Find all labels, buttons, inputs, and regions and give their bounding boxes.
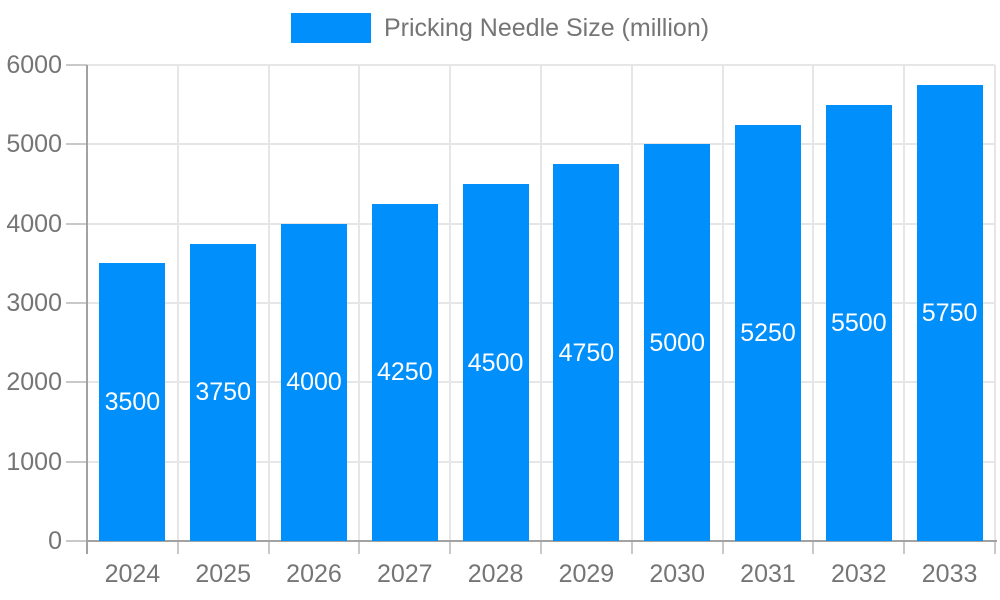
x-tick-label: 2027 xyxy=(376,560,433,588)
x-gridline xyxy=(630,65,633,541)
bar[interactable]: 3500 xyxy=(99,263,166,541)
y-axis-tick xyxy=(66,143,87,146)
x-axis-tick xyxy=(903,541,906,554)
x-axis-tick xyxy=(994,541,996,554)
bar-value-label: 3500 xyxy=(104,388,161,417)
x-axis-tick xyxy=(630,541,633,554)
x-tick-label: 2031 xyxy=(740,560,796,588)
y-axis-tick xyxy=(66,64,87,66)
x-tick-label: 2028 xyxy=(467,560,524,588)
bar[interactable]: 5250 xyxy=(735,124,801,541)
bar-value-label: 5000 xyxy=(649,328,705,357)
y-tick-label: 5000 xyxy=(6,130,62,159)
x-axis-tick xyxy=(812,541,815,554)
bar[interactable]: 3750 xyxy=(190,243,257,541)
x-gridline xyxy=(358,65,361,541)
x-tick-label: 2029 xyxy=(558,560,615,588)
bar[interactable]: 4000 xyxy=(281,223,347,541)
legend-swatch xyxy=(290,13,371,43)
x-gridline xyxy=(994,65,996,541)
bar-value-label: 4000 xyxy=(286,368,342,397)
bar-value-label: 5750 xyxy=(921,298,978,327)
x-tick-label: 2033 xyxy=(921,560,978,588)
x-axis-tick xyxy=(358,541,361,554)
y-axis-tick xyxy=(66,302,87,304)
x-axis-tick xyxy=(176,541,179,554)
x-axis-tick xyxy=(267,541,270,554)
legend-label: Pricking Needle Size (million) xyxy=(383,14,710,42)
x-axis-tick xyxy=(540,541,542,554)
bar[interactable]: 5500 xyxy=(825,104,892,541)
y-tick-label: 0 xyxy=(48,527,62,555)
x-gridline xyxy=(267,65,270,541)
bar-value-label: 5500 xyxy=(830,308,887,337)
x-axis-tick xyxy=(721,541,724,554)
bar[interactable]: 4250 xyxy=(371,203,438,541)
x-gridline xyxy=(812,65,815,541)
y-tick-label: 6000 xyxy=(6,51,62,79)
x-tick-label: 2024 xyxy=(104,560,161,588)
bar[interactable]: 4500 xyxy=(462,184,529,541)
x-tick-label: 2030 xyxy=(649,560,705,588)
x-axis-tick xyxy=(449,541,452,554)
y-tick-label: 1000 xyxy=(6,447,62,476)
y-axis-tick xyxy=(66,460,87,463)
x-axis-line xyxy=(86,540,997,542)
bar[interactable]: 4750 xyxy=(553,164,620,541)
y-axis-line xyxy=(86,65,88,554)
y-axis-tick xyxy=(66,222,87,225)
bar-value-label: 4500 xyxy=(467,348,524,377)
x-gridline xyxy=(721,65,724,541)
x-gridline xyxy=(176,65,179,541)
bar[interactable]: 5000 xyxy=(644,144,711,541)
x-gridline xyxy=(903,65,906,541)
y-tick-label: 4000 xyxy=(6,209,62,238)
bar-value-label: 4250 xyxy=(376,358,433,387)
legend[interactable]: Pricking Needle Size (million) xyxy=(0,13,1000,43)
x-tick-label: 2032 xyxy=(830,560,887,588)
y-tick-label: 2000 xyxy=(6,368,62,397)
x-gridline xyxy=(449,65,452,541)
y-tick-label: 3000 xyxy=(6,289,62,317)
bar[interactable]: 5750 xyxy=(916,84,983,541)
x-gridline xyxy=(540,65,542,541)
x-tick-label: 2026 xyxy=(286,560,342,588)
y-axis-tick xyxy=(66,540,87,542)
bar-value-label: 4750 xyxy=(558,338,615,367)
bar-value-label: 5250 xyxy=(740,318,796,347)
bar-value-label: 3750 xyxy=(195,378,251,407)
y-axis-tick xyxy=(66,381,87,384)
x-tick-label: 2025 xyxy=(195,560,251,588)
